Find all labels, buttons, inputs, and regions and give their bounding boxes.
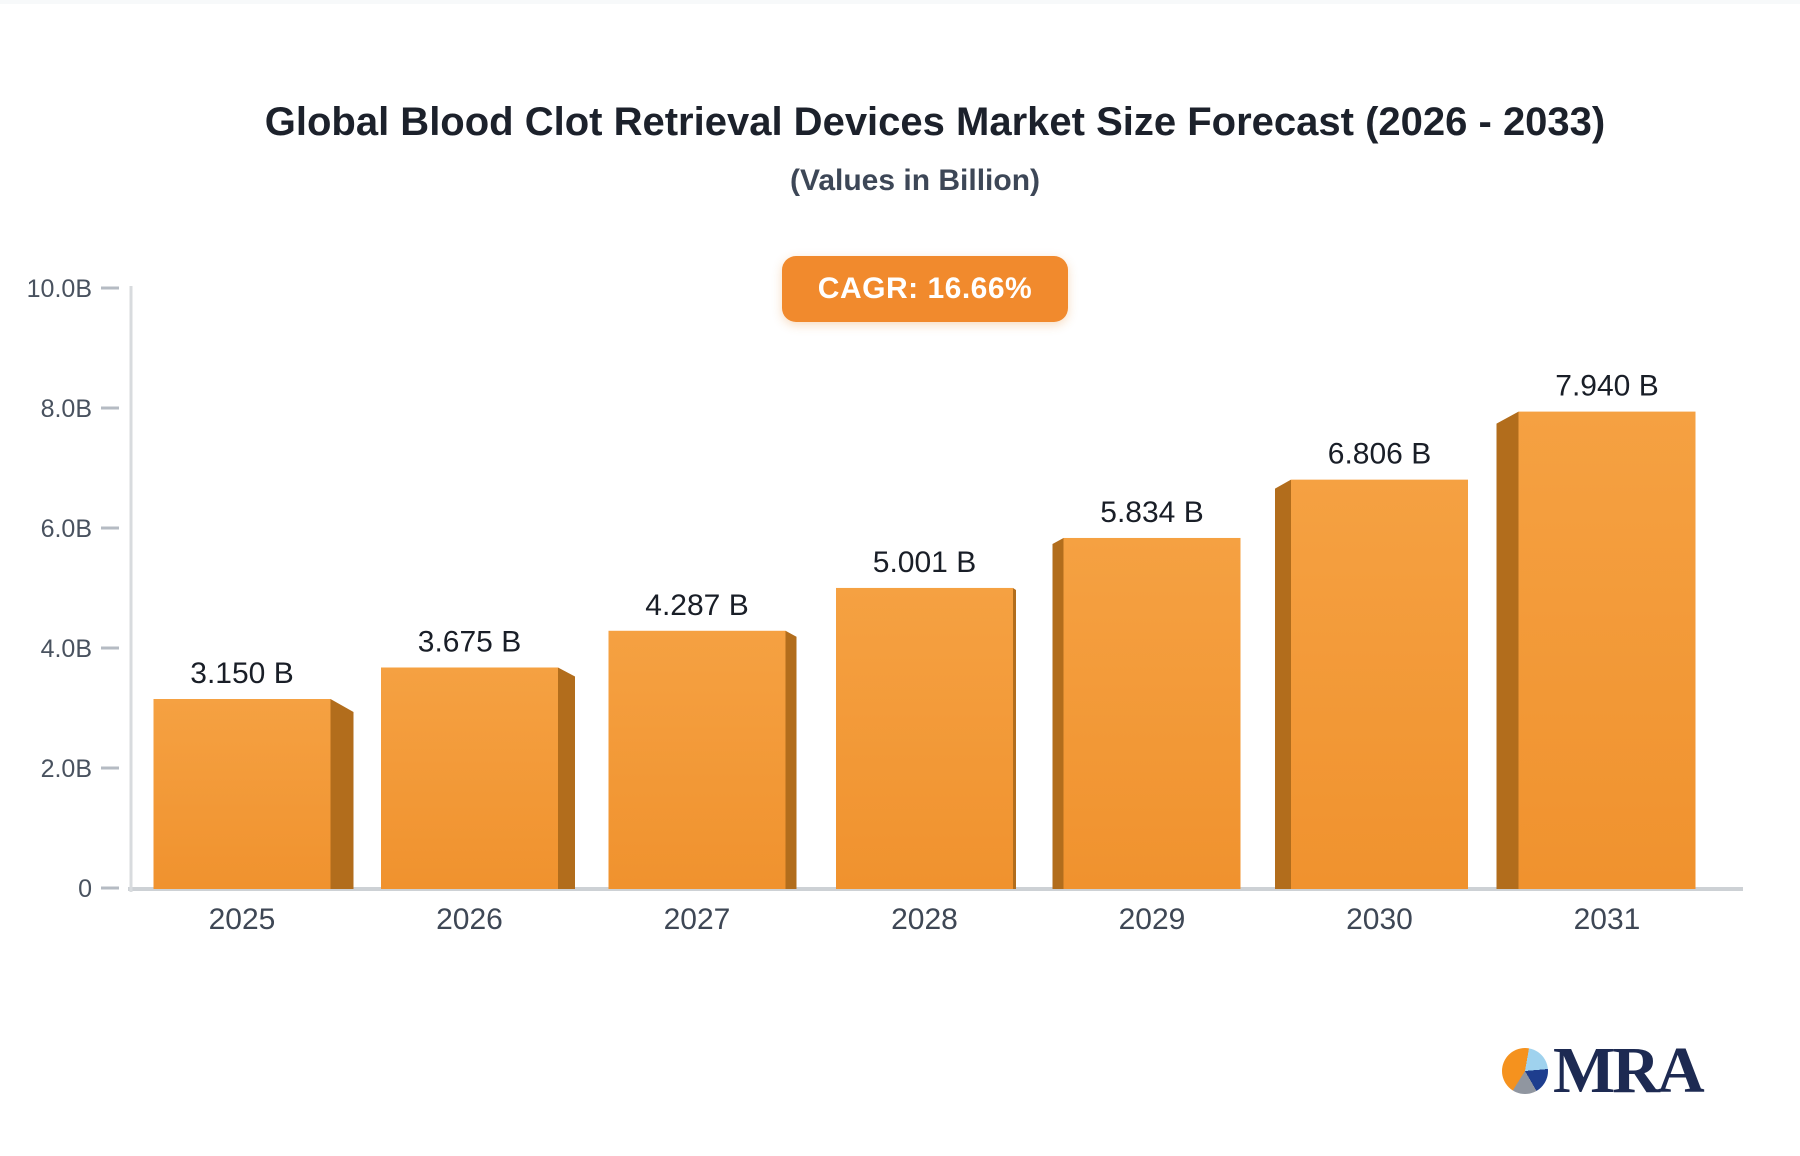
bar-side-face-2026	[558, 667, 575, 889]
bar-value-label-2031: 7.940 B	[1555, 370, 1658, 403]
bar-side-face-2028	[1013, 587, 1016, 889]
bar-value-label-2029: 5.834 B	[1100, 496, 1203, 529]
y-axis-tick-label: 4.0B	[41, 635, 92, 663]
bar-value-label-2027: 4.287 B	[645, 589, 748, 622]
x-axis-label-2030: 2030	[1346, 903, 1413, 936]
bar-2028	[836, 587, 1013, 889]
x-axis-label-2026: 2026	[436, 903, 503, 936]
bar-2029	[1063, 537, 1241, 889]
bar-side-face-2027	[785, 630, 797, 889]
bar-2031	[1518, 411, 1696, 889]
x-axis-label-2025: 2025	[209, 903, 276, 936]
page-subtitle: (Values in Billion)	[789, 164, 1041, 197]
bar-2027	[608, 630, 786, 889]
y-axis-tick-label: 6.0B	[41, 515, 92, 543]
y-axis-tick-label: 10.0B	[27, 275, 92, 303]
bar-value-label-2026: 3.675 B	[418, 626, 521, 659]
x-axis-label-2027: 2027	[664, 903, 731, 936]
bar-2026	[381, 667, 558, 889]
bar-side-face-2029	[1052, 537, 1064, 889]
top-edge-band	[0, 0, 1800, 4]
brand-logo-text: MRA	[1553, 1034, 1705, 1107]
cagr-badge-label: CAGR: 16.66%	[817, 272, 1033, 305]
bar-side-face-2025	[330, 699, 354, 889]
bar-side-face-2031	[1496, 411, 1519, 889]
bar-value-label-2025: 3.150 B	[190, 657, 293, 690]
bar-value-label-2030: 6.806 B	[1328, 438, 1431, 471]
x-axis-label-2028: 2028	[891, 903, 958, 936]
x-axis-label-2031: 2031	[1574, 903, 1641, 936]
y-axis-tick-label: 2.0B	[41, 755, 92, 783]
x-axis-label-2029: 2029	[1119, 903, 1186, 936]
brand-logo: MRA	[1502, 1034, 1705, 1107]
bar-2025	[153, 699, 331, 889]
bar-side-face-2030	[1275, 479, 1291, 889]
y-axis-tick-label: 0	[78, 875, 92, 903]
y-axis-tick-label: 8.0B	[41, 395, 92, 423]
pie-chart-icon	[1502, 1048, 1548, 1094]
bar-value-label-2028: 5.001 B	[873, 546, 976, 579]
bar-2030	[1291, 479, 1468, 889]
page-title: Global Blood Clot Retrieval Devices Mark…	[264, 100, 1606, 144]
cagr-badge: CAGR: 16.66%	[782, 256, 1068, 322]
